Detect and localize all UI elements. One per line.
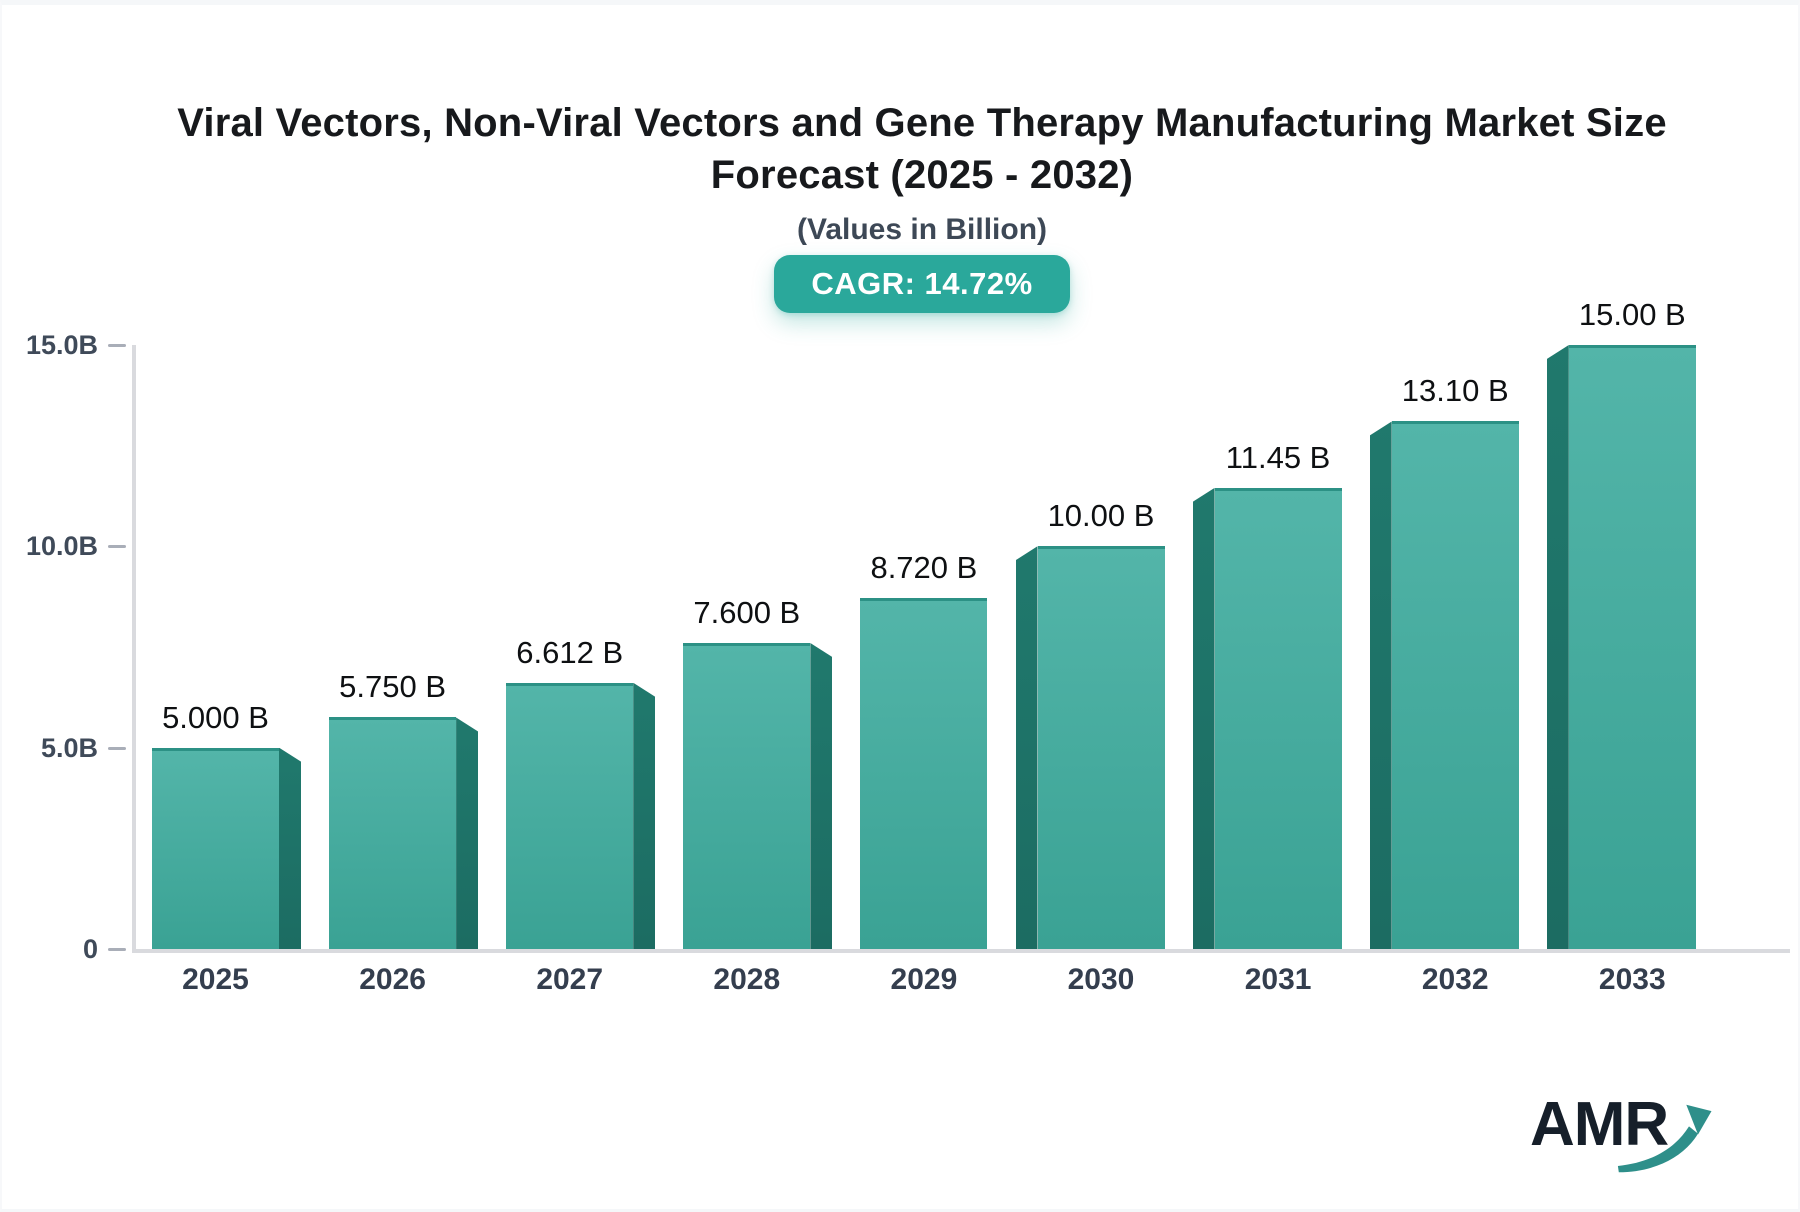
chart-title-line1: Viral Vectors, Non-Viral Vectors and Gen…: [177, 101, 1667, 145]
y-tick-label: 0: [82, 934, 98, 964]
bar-value-label: 15.00 B: [1578, 296, 1686, 332]
bar-side-face: [1015, 546, 1038, 949]
bar-value-label: 11.45 B: [1225, 439, 1331, 475]
bar-value-label: 7.600 B: [693, 594, 801, 630]
x-tick-label: 2028: [713, 963, 781, 996]
bar-side-face: [1369, 421, 1392, 949]
bar-chart: 15.0B 10.0B 5.0B 0 5.000 B 2025 5.750 B 2026 6.6…: [2, 5, 1798, 1209]
bar-value-label: 5.000 B: [162, 699, 269, 735]
bar-2031: [1214, 487, 1342, 949]
bar-side-face: [456, 717, 479, 949]
y-tick-mark: [108, 948, 126, 951]
chart-title-line2: Forecast (2025 - 2032): [710, 153, 1134, 197]
bar-side-face: [810, 642, 833, 949]
y-tick-mark: [108, 746, 126, 750]
x-tick-label: 2027: [536, 963, 604, 996]
bar-value-label: 13.10 B: [1401, 373, 1509, 409]
chart-header: Viral Vectors, Non-Viral Vectors and Gen…: [42, 97, 1798, 313]
x-tick-label: 2026: [359, 963, 426, 996]
x-tick-label: 2025: [182, 963, 249, 996]
chart-subtitle: (Values in Billion): [796, 213, 1048, 246]
amr-logo: AMR: [1530, 1089, 1730, 1199]
bar-2032: [1391, 421, 1519, 949]
x-axis-line: [132, 949, 1790, 953]
bar-value-label: 8.720 B: [870, 549, 978, 585]
bar-side-face: [633, 682, 656, 949]
bar-2027: [506, 682, 634, 949]
bar-value-label: 6.612 B: [516, 634, 624, 670]
x-tick-label: 2031: [1244, 963, 1312, 996]
bar-side-face: [1192, 487, 1215, 949]
y-tick-mark: [108, 545, 126, 549]
bar-side-face: [1546, 344, 1569, 949]
bar-2029: [860, 597, 988, 949]
x-tick-label: 2032: [1421, 963, 1489, 996]
bar-2028: [683, 642, 811, 949]
bar-2026: [329, 717, 457, 949]
y-tick-label: 15.0B: [25, 329, 98, 360]
bar-side-face: [279, 747, 301, 949]
x-tick-label: 2029: [890, 963, 958, 996]
bar-2030: [1037, 546, 1165, 949]
bar-value-label: 10.00 B: [1047, 498, 1155, 534]
amr-logo-text: AMR: [1530, 1090, 1669, 1159]
y-tick-label: 5.0B: [40, 732, 98, 763]
y-tick-mark: [108, 343, 126, 347]
trend-up-arrow-icon: [1617, 1104, 1712, 1173]
x-tick-label: 2030: [1067, 963, 1135, 996]
chart-title: Viral Vectors, Non-Viral Vectors and Gen…: [42, 97, 1798, 201]
cagr-badge: CAGR: 14.72%: [774, 255, 1070, 313]
bar-2033: [1568, 344, 1696, 949]
y-axis-line: [132, 345, 136, 953]
x-tick-label: 2033: [1598, 963, 1666, 996]
bar-value-label: 5.750 B: [339, 669, 447, 705]
bar-2025: [152, 747, 279, 949]
y-tick-label: 10.0B: [25, 531, 98, 562]
